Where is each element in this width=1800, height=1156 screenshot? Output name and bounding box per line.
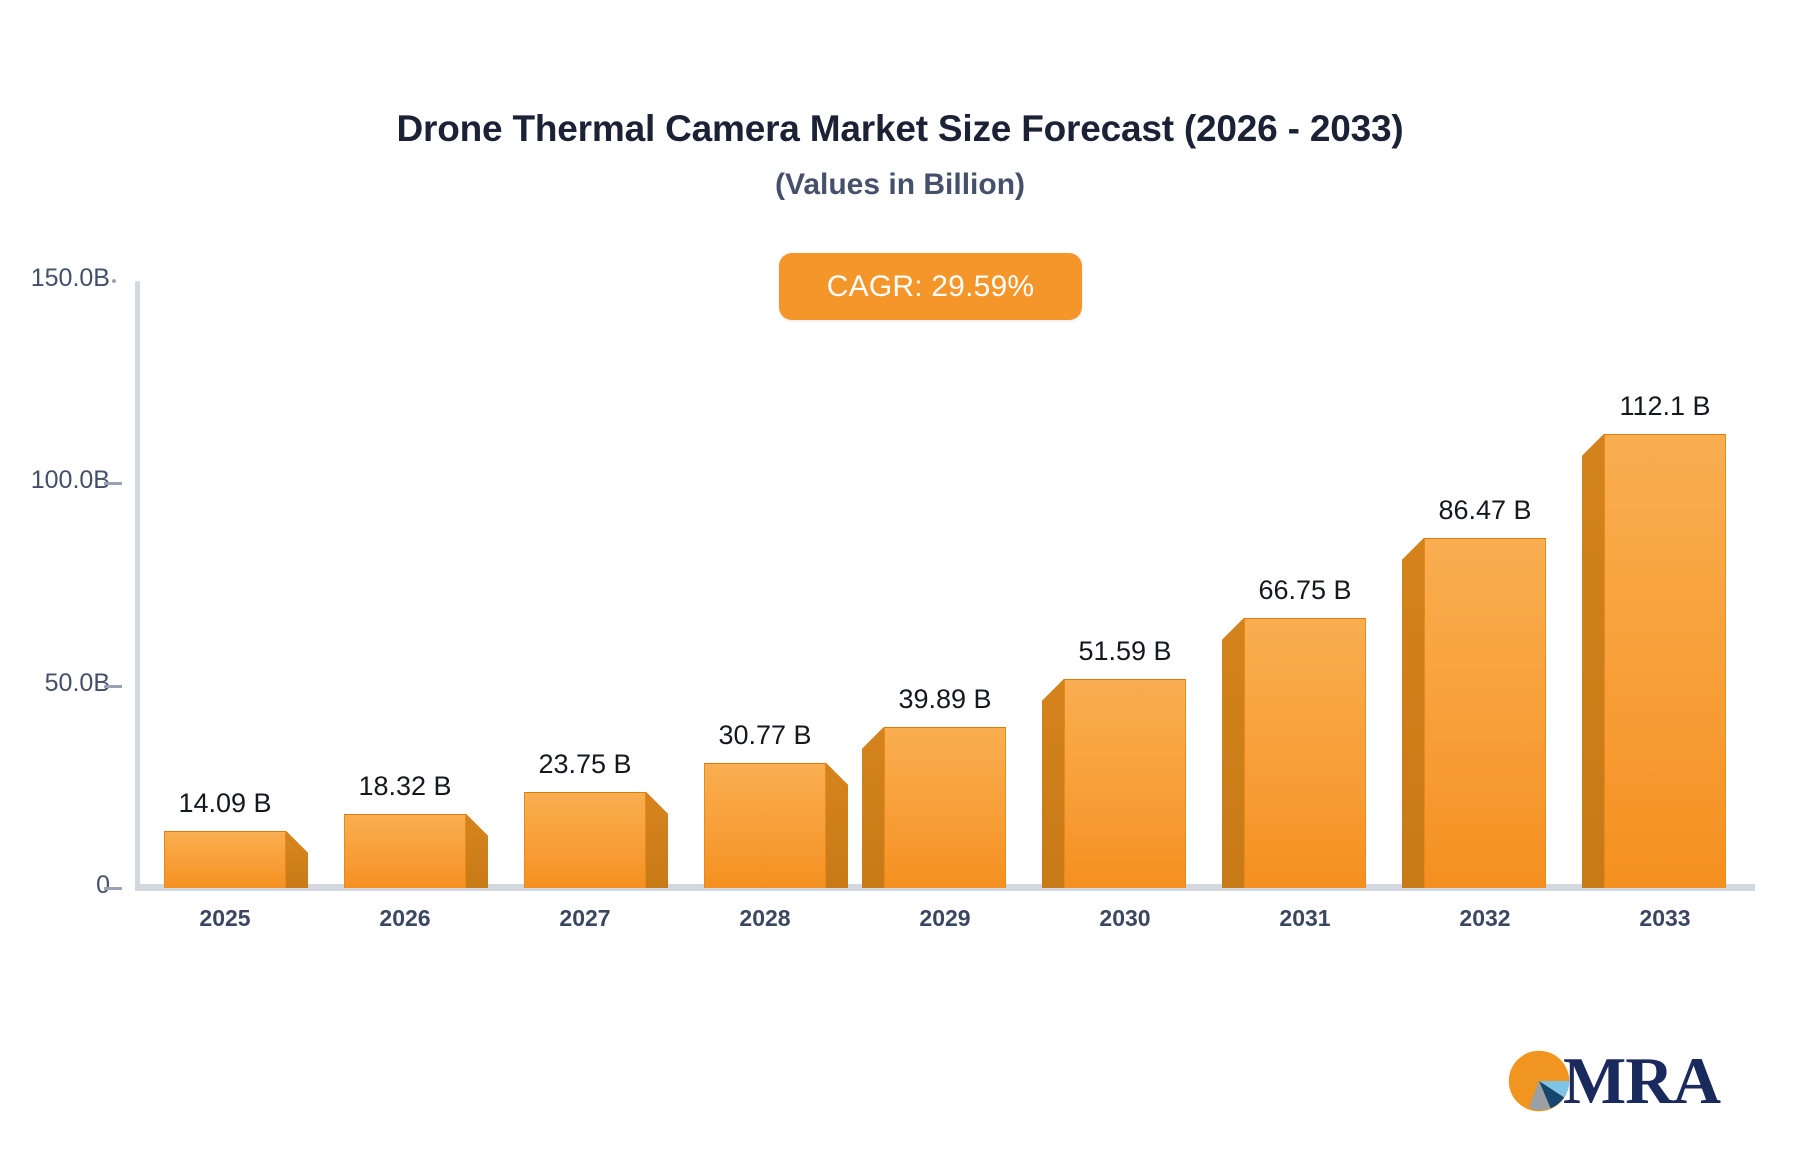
bar-side-bevel: [466, 813, 488, 836]
bar-front-face: [1244, 617, 1366, 888]
bar-column[interactable]: 86.47 B: [1402, 281, 1546, 888]
bar-front-face: [1064, 679, 1186, 888]
y-axis-tick-mark: [112, 279, 116, 283]
bar-column[interactable]: 66.75 B: [1222, 281, 1366, 888]
y-axis-tick-label: 100.0B: [30, 466, 110, 495]
bar-value-label: 66.75 B: [1258, 574, 1352, 605]
bar-front-face: [524, 791, 646, 888]
pie-chart-logo-icon: [1508, 1050, 1570, 1112]
y-axis-tick-mark: [104, 684, 122, 688]
bar-value-label: 14.09 B: [178, 787, 272, 818]
bar-front-face: [704, 763, 826, 888]
bar-side-face: [862, 748, 884, 888]
bar-side-face: [1582, 456, 1604, 888]
y-axis-tick-mark: [104, 482, 122, 486]
bar-value-label: 18.32 B: [358, 770, 452, 801]
bar-side-bevel: [826, 763, 848, 786]
logo-wordmark: MRA: [1563, 1043, 1721, 1118]
bar-value-label: 51.59 B: [1078, 636, 1172, 667]
bar-column[interactable]: 39.89 B: [862, 281, 1006, 888]
bar-side-bevel: [1222, 617, 1244, 640]
bar-column[interactable]: 112.1 B: [1582, 281, 1726, 888]
bar-side-face: [826, 785, 848, 888]
bar-front-face: [1424, 538, 1546, 888]
bar-column[interactable]: 30.77 B: [704, 281, 848, 888]
x-axis-tick-label: 2032: [1459, 905, 1511, 931]
x-axis-tick-label: 2029: [919, 905, 971, 931]
bar-front-face: [164, 830, 286, 888]
bar-side-face: [466, 835, 488, 888]
bar-side-face: [1042, 701, 1064, 888]
y-axis-line: [135, 281, 140, 889]
mra-logo: MRA: [1503, 1040, 1721, 1122]
bar-side-bevel: [862, 726, 884, 749]
bar-side-bevel: [1042, 679, 1064, 702]
bar-front-face: [1604, 434, 1726, 888]
y-axis-tick-label: 0: [96, 871, 110, 899]
bar-value-label: 30.77 B: [718, 720, 812, 751]
bar-value-label: 39.89 B: [898, 683, 992, 714]
bar-column[interactable]: 23.75 B: [524, 281, 668, 888]
x-axis-tick-label: 2033: [1639, 905, 1691, 931]
page-title: Drone Thermal Camera Market Size Forecas…: [396, 108, 1404, 149]
bar-side-face: [1222, 639, 1244, 888]
bar-front-face: [344, 813, 466, 888]
bar-column[interactable]: 18.32 B: [344, 281, 488, 888]
bar-side-bevel: [286, 830, 308, 853]
chart-subtitle: (Values in Billion): [774, 168, 1026, 201]
bar-side-bevel: [1582, 434, 1604, 457]
y-axis-tick-label: 150.0B: [30, 264, 110, 292]
bar-side-face: [286, 852, 308, 888]
x-axis-tick-label: 2027: [559, 905, 611, 931]
x-axis-tick-label: 2031: [1279, 905, 1331, 931]
bar-side-bevel: [1402, 538, 1424, 561]
bar-value-label: 112.1 B: [1619, 391, 1711, 422]
x-axis-tick-label: 2028: [739, 905, 791, 931]
y-axis-tick-mark: [104, 887, 122, 890]
bar-value-label: 23.75 B: [538, 748, 632, 779]
y-axis-tick-label: 50.0B: [44, 668, 110, 697]
bar-side-bevel: [646, 791, 668, 814]
x-axis-tick-label: 2030: [1099, 905, 1151, 931]
bar-side-face: [646, 813, 668, 888]
bar-column[interactable]: 51.59 B: [1042, 281, 1186, 888]
bar-column[interactable]: 14.09 B: [164, 281, 308, 888]
cagr-badge: CAGR: 29.59%: [779, 253, 1082, 320]
x-axis-tick-label: 2025: [199, 905, 251, 931]
cagr-badge-label: CAGR: 29.59%: [826, 269, 1035, 303]
bar-front-face: [884, 726, 1006, 888]
bar-series: 14.09 B 18.32 B 23.75 B 30.77 B 39.89 B 51.59…: [135, 281, 1755, 888]
bar-side-face: [1402, 560, 1424, 888]
x-axis-line: [135, 884, 1755, 891]
bar-value-label: 86.47 B: [1438, 495, 1532, 526]
x-axis-tick-label: 2026: [379, 905, 431, 931]
